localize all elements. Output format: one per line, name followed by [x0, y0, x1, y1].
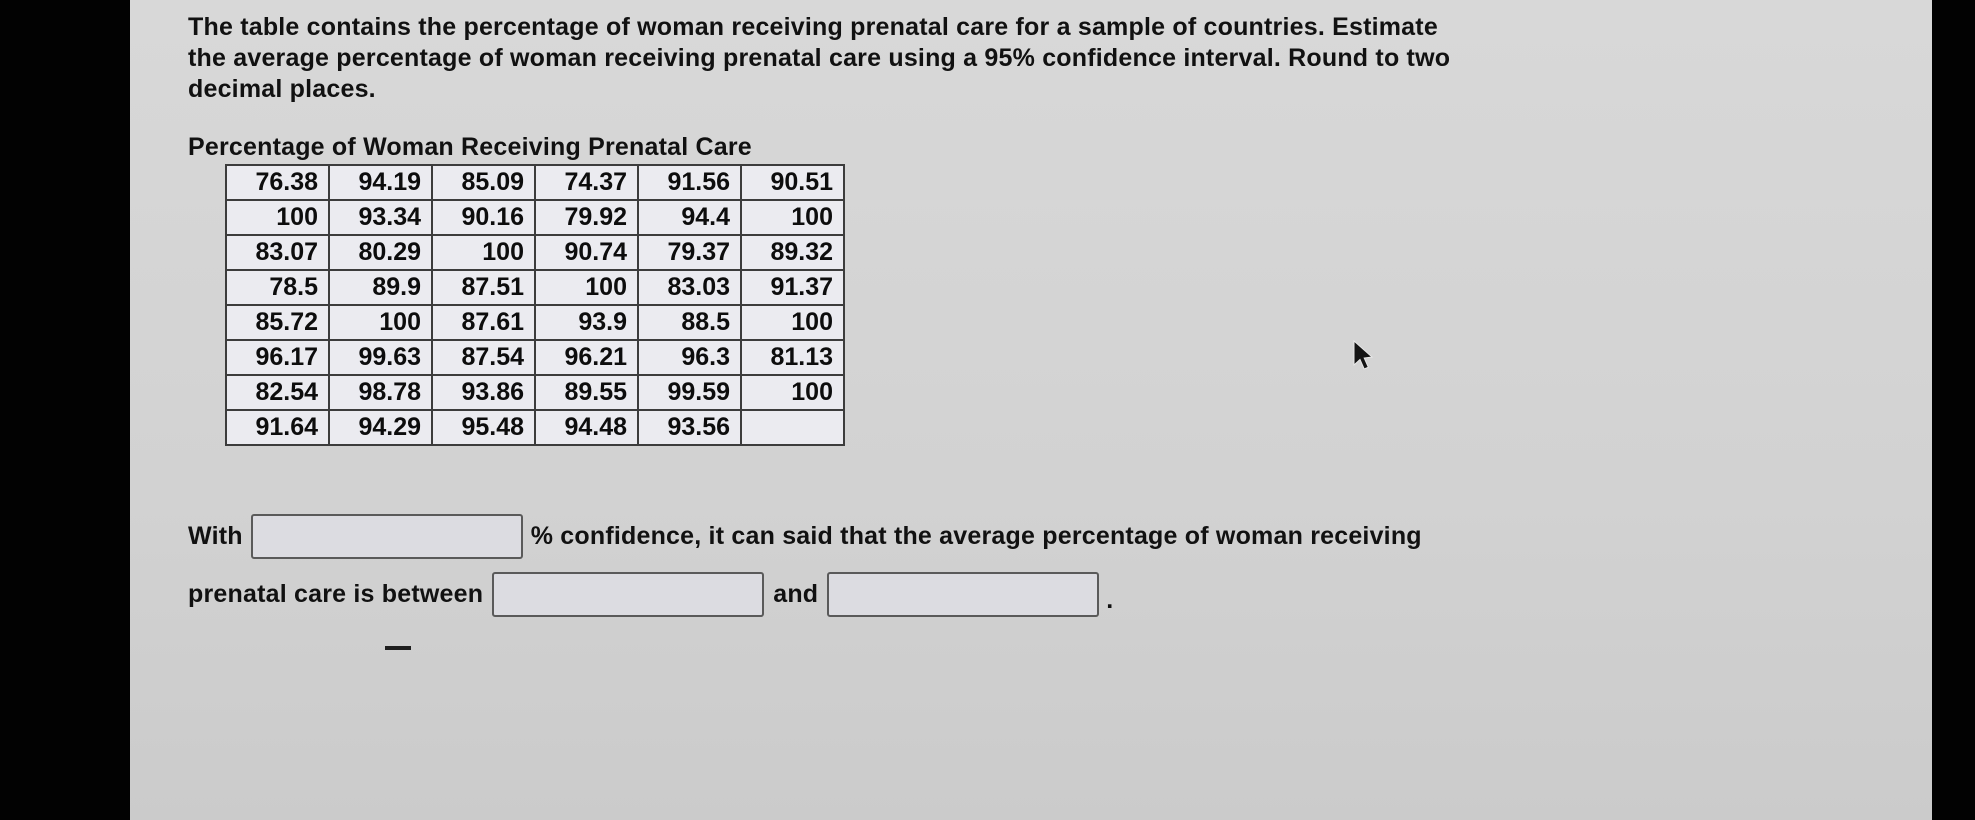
confidence-input[interactable] [250, 514, 523, 559]
table-cell: 94.48 [534, 409, 639, 446]
table-cell: 100 [431, 234, 536, 271]
table-cell: 100 [740, 374, 845, 411]
table-cell: 74.37 [534, 164, 639, 201]
table-cell: 89.55 [534, 374, 639, 411]
table-cell: 100 [534, 269, 639, 306]
table-row: 85.72 100 87.61 93.9 88.5 100 [225, 304, 845, 341]
and-label: and [773, 579, 819, 608]
table-cell: 93.86 [431, 374, 536, 411]
table-cell: 79.37 [637, 234, 742, 271]
table-title: Percentage of Woman Receiving Prenatal C… [188, 133, 752, 161]
statement-line: The table contains the percentage of wom… [188, 13, 1438, 41]
with-label: With [188, 522, 243, 550]
table-cell: 83.03 [637, 269, 742, 306]
table-cell: 78.5 [225, 269, 330, 306]
table-cell: 85.72 [225, 304, 330, 341]
prenatal-care-table: 76.38 94.19 85.09 74.37 91.56 90.51 100 93.34 90… [225, 164, 845, 446]
table-cell: 85.09 [431, 164, 536, 201]
table-cell: 94.4 [637, 199, 742, 236]
table-cell: 81.13 [740, 339, 845, 376]
table-cell: 82.54 [225, 374, 330, 411]
table-cell: 83.07 [225, 234, 330, 271]
statement-line: decimal places. [188, 75, 376, 103]
confidence-suffix: % confidence, it can said that the avera… [530, 522, 1422, 550]
cut-off-element-edge [385, 646, 411, 650]
table-cell: 91.64 [225, 409, 330, 446]
table-cell: 91.56 [637, 164, 742, 201]
table-cell: 100 [740, 304, 845, 341]
table-cell: 100 [740, 199, 845, 236]
table-cell: 99.63 [328, 339, 433, 376]
table-cell: 79.92 [534, 199, 639, 236]
table-cell: 100 [328, 304, 433, 341]
table-row: 76.38 94.19 85.09 74.37 91.56 90.51 [225, 164, 845, 201]
table-cell: 96.21 [534, 339, 639, 376]
problem-statement: The table contains the percentage of wom… [188, 12, 1488, 105]
upper-bound-input[interactable] [827, 571, 1100, 617]
table-cell: 90.51 [740, 164, 845, 201]
table-cell: 89.32 [740, 234, 845, 271]
table-cell: 87.51 [431, 269, 536, 306]
table-row: 91.64 94.29 95.48 94.48 93.56 [225, 409, 845, 446]
table-cell: 94.29 [328, 409, 433, 446]
table-row: 83.07 80.29 100 90.74 79.37 89.32 [225, 234, 845, 271]
table-row: 82.54 98.78 93.86 89.55 99.59 100 [225, 374, 845, 411]
table-cell: 80.29 [328, 234, 433, 271]
table-cell: 88.5 [637, 304, 742, 341]
table-cell: 93.34 [328, 199, 433, 236]
table-cell: 93.9 [534, 304, 639, 341]
table-row: 100 93.34 90.16 79.92 94.4 100 [225, 199, 845, 236]
table-cell [740, 409, 845, 446]
table-row: 96.17 99.63 87.54 96.21 96.3 81.13 [225, 339, 845, 376]
confidence-sentence: With % confidence, it can said that the … [188, 513, 1422, 560]
table-body: 76.38 94.19 85.09 74.37 91.56 90.51 100 93.34 90… [225, 164, 845, 446]
table-cell: 95.48 [431, 409, 536, 446]
table-cell: 87.61 [431, 304, 536, 341]
table-row: 78.5 89.9 87.51 100 83.03 91.37 [225, 269, 845, 306]
statement-line: the average percentage of woman receivin… [188, 44, 1451, 72]
between-label: prenatal care is between [188, 579, 484, 608]
table-cell: 90.16 [431, 199, 536, 236]
table-cell: 96.17 [225, 339, 330, 376]
table-cell: 93.56 [637, 409, 742, 446]
table-cell: 76.38 [225, 164, 330, 201]
sentence-period: . [1106, 586, 1114, 614]
table-cell: 87.54 [431, 339, 536, 376]
table-cell: 94.19 [328, 164, 433, 201]
table-cell: 96.3 [637, 339, 742, 376]
left-black-bar [0, 0, 130, 820]
table-cell: 90.74 [534, 234, 639, 271]
lower-bound-input[interactable] [492, 571, 765, 617]
right-black-bar [1932, 0, 1975, 820]
content-area: The table contains the percentage of wom… [130, 0, 1932, 820]
table-cell: 99.59 [637, 374, 742, 411]
table-cell: 91.37 [740, 269, 845, 306]
mouse-cursor-icon [1353, 340, 1374, 370]
table-cell: 100 [225, 199, 330, 236]
table-cell: 89.9 [328, 269, 433, 306]
interval-sentence: prenatal care is between and . [188, 571, 1113, 617]
table-cell: 98.78 [328, 374, 433, 411]
